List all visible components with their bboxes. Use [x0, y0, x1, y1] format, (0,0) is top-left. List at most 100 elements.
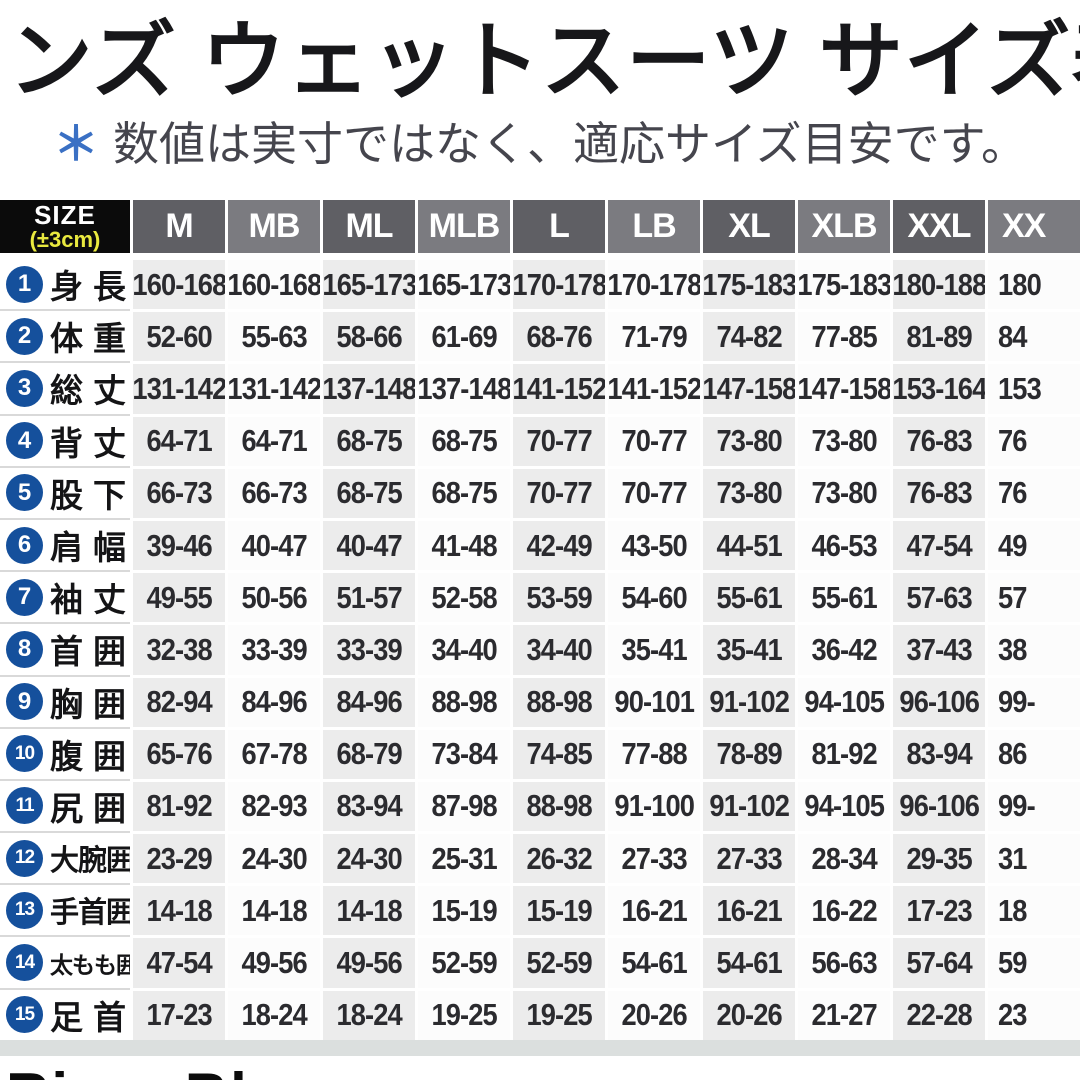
size-value-cell: 34-40 [415, 622, 510, 675]
size-value-cell: 165-173 [320, 257, 415, 310]
size-value-cell: 84-96 [225, 674, 320, 727]
col-header-MLB: MLB [415, 200, 510, 257]
size-value-cell: 76-83 [890, 413, 985, 466]
row-label-text: 胸囲 [50, 685, 126, 723]
row-label-text: 身長 [50, 268, 126, 306]
size-value-cell: 14-18 [225, 883, 320, 936]
row-number-badge: 10 [6, 735, 43, 773]
size-value-cell: 42-49 [510, 517, 605, 571]
size-value-cell: 94-105 [795, 778, 890, 832]
brand-logo-text: River Blue [6, 1060, 323, 1080]
size-value-cell: 50-56 [225, 570, 320, 623]
size-corner-cell: SIZE (±3cm) [0, 200, 130, 257]
size-value-cell: 24-30 [225, 831, 320, 884]
col-header-ML: ML [320, 200, 415, 257]
row-label-text: 腹囲 [50, 737, 126, 775]
size-value-cell: 47-54 [130, 935, 225, 988]
size-value-cell: 86 [985, 726, 1080, 779]
size-value-cell: 37-43 [890, 622, 985, 675]
size-value-cell: 40-47 [320, 517, 415, 571]
row-number-badge: 14 [6, 944, 43, 982]
size-value-cell: 91-102 [700, 674, 795, 727]
size-value-cell: 77-85 [795, 309, 890, 362]
size-value-cell: 68-75 [320, 465, 415, 518]
size-note-text: 数値は実寸ではなく、適応サイズ目安です。 [112, 118, 1028, 170]
row-number-badge: 9 [6, 683, 43, 721]
size-value-cell: 46-53 [795, 517, 890, 571]
size-value-cell: 66-73 [225, 465, 320, 518]
size-value-cell: 40-47 [225, 517, 320, 571]
size-value-cell: 25-31 [415, 831, 510, 884]
size-value-cell: 17-23 [890, 883, 985, 936]
size-value-cell: 59 [985, 935, 1080, 988]
size-value-cell: 71-79 [605, 309, 700, 362]
size-value-cell: 81-92 [795, 726, 890, 779]
size-value-cell: 44-51 [700, 517, 795, 571]
row-label-text: 背丈 [50, 424, 126, 462]
size-value-cell: 16-21 [700, 883, 795, 936]
size-value-cell: 88-98 [510, 778, 605, 832]
size-value-cell: 58-66 [320, 309, 415, 362]
col-header-LB: LB [605, 200, 700, 257]
size-value-cell: 67-78 [225, 726, 320, 779]
size-value-cell: 73-80 [795, 413, 890, 466]
table-row: 13 手首囲 14-18 14-18 14-18 15-19 15-19 16-21 16-21… [0, 883, 1080, 936]
size-value-cell: 78-89 [700, 726, 795, 779]
size-value-cell: 26-32 [510, 831, 605, 884]
size-value-cell: 68-79 [320, 726, 415, 779]
size-value-cell: 180-188 [890, 257, 985, 310]
size-value-cell: 39-46 [130, 517, 225, 571]
size-value-cell: 73-80 [795, 465, 890, 518]
size-value-cell: 38 [985, 622, 1080, 675]
size-value-cell: 19-25 [415, 987, 510, 1040]
table-row: 4 背丈 64-71 64-71 68-75 68-75 70-77 70-77 73-80 73… [0, 413, 1080, 466]
size-value-cell: 27-33 [605, 831, 700, 884]
footer-divider-band [0, 1040, 1080, 1056]
size-value-cell: 137-148 [415, 361, 510, 414]
row-label: 11 尻囲 [0, 778, 130, 832]
size-value-cell: 15-19 [510, 883, 605, 936]
size-value-cell: 84-96 [320, 674, 415, 727]
table-row: 15 足首 17-23 18-24 18-24 19-25 19-25 20-26 20-26 2… [0, 987, 1080, 1040]
size-value-cell: 65-76 [130, 726, 225, 779]
size-value-cell: 81-89 [890, 309, 985, 362]
size-value-cell: 64-71 [130, 413, 225, 466]
col-header-XLB: XLB [795, 200, 890, 257]
size-value-cell: 18 [985, 883, 1080, 936]
size-value-cell: 70-77 [605, 413, 700, 466]
size-value-cell: 16-22 [795, 883, 890, 936]
size-value-cell: 15-19 [415, 883, 510, 936]
row-label-text: 総丈 [50, 372, 126, 410]
row-number-badge: 15 [6, 996, 43, 1034]
row-number-badge: 4 [6, 422, 43, 460]
size-value-cell: 64-71 [225, 413, 320, 466]
size-value-cell: 19-25 [510, 987, 605, 1040]
table-row: 7 袖丈 49-55 50-56 51-57 52-58 53-59 54-60 55-61 55… [0, 570, 1080, 623]
size-value-cell: 165-173 [415, 257, 510, 310]
size-value-cell: 91-102 [700, 778, 795, 832]
size-value-cell: 57 [985, 570, 1080, 623]
size-value-cell: 43-50 [605, 517, 700, 571]
size-value-cell: 55-63 [225, 309, 320, 362]
table-row: 12 大腕囲 23-29 24-30 24-30 25-31 26-32 27-33 27-33… [0, 831, 1080, 884]
size-value-cell: 55-61 [795, 570, 890, 623]
row-label-text: 大腕囲 [50, 845, 135, 878]
size-value-cell: 175-183 [700, 257, 795, 310]
size-value-cell: 141-152 [510, 361, 605, 414]
size-value-cell: 14-18 [130, 883, 225, 936]
size-value-cell: 83-94 [890, 726, 985, 779]
size-value-cell: 160-168 [225, 257, 320, 310]
size-corner-line2: (±3cm) [29, 226, 101, 252]
size-value-cell: 33-39 [225, 622, 320, 675]
size-value-cell: 70-77 [510, 465, 605, 518]
size-value-cell: 35-41 [700, 622, 795, 675]
size-value-cell: 77-88 [605, 726, 700, 779]
col-header-MB: MB [225, 200, 320, 257]
table-body: 1 身長 160-168 160-168 165-173 165-173 170-178 17… [0, 257, 1080, 1040]
page-title: メンズ ウェットスーツ サイズ表 [0, 14, 1080, 100]
size-value-cell: 99- [985, 778, 1080, 832]
size-value-cell: 82-94 [130, 674, 225, 727]
